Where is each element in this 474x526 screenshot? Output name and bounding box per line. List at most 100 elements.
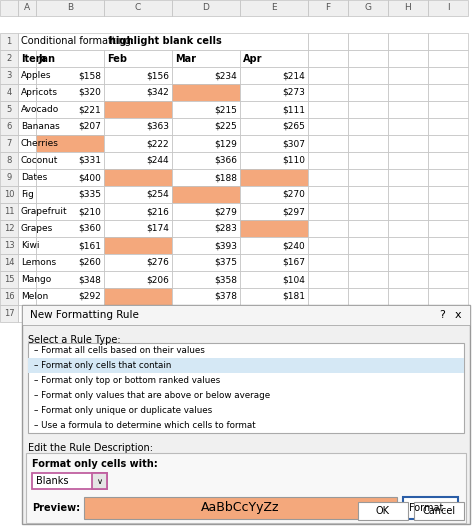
Text: $265: $265 [282,122,305,131]
Text: Cherries: Cherries [21,139,59,148]
Bar [240,169,308,186]
Text: $378: $378 [214,292,237,301]
Text: 7: 7 [6,139,12,148]
Text: 5: 5 [6,105,12,114]
Bar [104,152,172,169]
Text: OK: OK [376,506,390,516]
Text: $234: $234 [214,71,237,80]
Bar [0,186,18,203]
Bar [240,203,308,220]
Text: Jan: Jan [39,54,56,64]
Bar [348,135,388,152]
Bar [348,220,388,237]
Text: 13: 13 [4,241,14,250]
Text: Apricots: Apricots [21,88,58,97]
Text: $254: $254 [146,190,169,199]
Bar [240,50,308,67]
Bar [18,0,36,16]
Text: $270: $270 [282,190,305,199]
Bar [18,186,36,203]
Text: $215: $215 [214,105,237,114]
Bar [308,220,348,237]
Text: $210: $210 [78,207,101,216]
Bar [388,50,428,67]
Bar [428,33,468,50]
Bar [358,502,408,520]
Bar [348,237,388,254]
Text: Apr: Apr [243,54,263,64]
Text: 2: 2 [6,54,12,63]
Text: $393: $393 [214,241,237,250]
Bar [240,237,308,254]
Text: highlight blank cells: highlight blank cells [109,36,222,46]
Bar [0,305,18,322]
Bar [240,152,308,169]
Bar [428,271,468,288]
Text: 1: 1 [6,37,12,46]
Text: ∨: ∨ [96,477,102,485]
Text: x: x [455,310,461,320]
Bar [240,254,308,271]
Bar [18,67,36,84]
Bar [348,118,388,135]
Text: $400: $400 [78,173,101,182]
Bar [428,152,468,169]
Text: $167: $167 [282,258,305,267]
Text: C: C [135,4,141,13]
Bar [348,101,388,118]
Text: 14: 14 [4,258,14,267]
Bar [388,305,428,322]
Text: A: A [24,4,30,13]
Bar [22,305,470,524]
Bar [308,152,348,169]
Text: 12: 12 [4,224,14,233]
Bar [172,288,240,305]
Bar [428,84,468,101]
Text: $363: $363 [146,122,169,131]
Bar [0,0,18,16]
Bar [388,169,428,186]
Text: $358: $358 [214,275,237,284]
Bar [308,50,348,67]
Bar [172,220,240,237]
Bar [0,67,18,84]
Bar [240,67,308,84]
Bar [0,50,18,67]
Bar [28,343,464,433]
Bar [388,101,428,118]
Text: Format...: Format... [409,503,452,513]
Bar [308,271,348,288]
Bar [308,237,348,254]
Bar [36,169,104,186]
Bar [18,135,36,152]
Text: 9: 9 [6,173,12,182]
Text: $331: $331 [78,156,101,165]
Text: Fig: Fig [21,190,34,199]
Bar [388,33,428,50]
Text: Select a Rule Type:: Select a Rule Type: [28,335,120,345]
Text: Coconut: Coconut [21,156,58,165]
Bar [0,254,18,271]
Text: Feb: Feb [107,54,127,64]
Text: $181: $181 [282,292,305,301]
Bar [104,220,172,237]
Bar [172,152,240,169]
Text: Format only cells with:: Format only cells with: [32,459,158,469]
Bar [104,169,172,186]
Text: 11: 11 [4,207,14,216]
Bar [18,288,36,305]
Text: E: E [271,4,277,13]
Bar [240,135,308,152]
Bar [172,237,240,254]
Bar [18,220,36,237]
Bar [414,502,464,520]
Bar [308,33,348,50]
Bar [428,50,468,67]
Text: $129: $129 [214,139,237,148]
Bar [36,135,104,152]
Bar [240,305,308,322]
Text: D: D [202,4,210,13]
Bar [0,84,18,101]
Bar [36,288,104,305]
Text: $110: $110 [282,156,305,165]
